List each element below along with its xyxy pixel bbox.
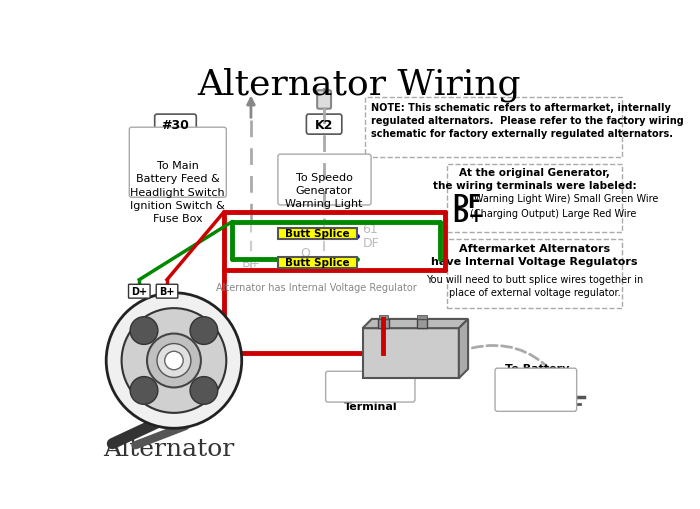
Text: D+: D+ [314,257,334,270]
FancyBboxPatch shape [129,285,150,299]
Bar [151,391,197,415]
Bar [417,316,426,319]
Text: To Main
Battery Feed &
Headlight Switch
Ignition Switch &
Fuse Box: To Main Battery Feed & Headlight Switch … [130,161,225,223]
Circle shape [190,377,218,405]
Circle shape [190,317,218,345]
FancyBboxPatch shape [326,372,415,402]
Circle shape [164,352,183,370]
Text: B+: B+ [241,257,260,270]
FancyBboxPatch shape [363,328,459,379]
Polygon shape [459,319,468,379]
Bar [416,319,427,328]
Circle shape [130,317,158,345]
Circle shape [157,344,191,378]
Bar [378,319,388,328]
Circle shape [122,308,226,413]
Text: At the original Generator,
the wiring terminals were labeled:: At the original Generator, the wiring te… [433,168,636,191]
Text: D+: D+ [452,207,484,226]
FancyBboxPatch shape [130,128,226,198]
Text: Butt Splice: Butt Splice [285,229,350,239]
Text: To Speedo
Generator
Warning Light: To Speedo Generator Warning Light [286,173,363,209]
FancyBboxPatch shape [307,115,342,135]
Text: You will need to butt splice wires together in
place of external voltage regulat: You will need to butt splice wires toget… [426,275,643,298]
Bar [379,316,388,319]
Text: Alternator has Internal Voltage Regulator: Alternator has Internal Voltage Regulato… [216,282,416,292]
FancyBboxPatch shape [317,91,331,109]
Bar [278,229,357,239]
Text: (Warning Light Wire) Small Green Wire: (Warning Light Wire) Small Green Wire [470,194,659,204]
Circle shape [147,334,201,388]
Bar [447,165,622,233]
Bar [278,257,357,269]
Text: DF: DF [452,192,482,211]
Text: #30: #30 [162,119,190,131]
Bar [447,239,622,308]
Text: Alternator Wiring: Alternator Wiring [197,67,521,102]
Text: DF: DF [363,237,379,250]
Polygon shape [363,319,468,328]
FancyBboxPatch shape [155,115,196,135]
Bar [365,98,622,158]
Text: NOTE: This schematic refers to aftermarket, internally
regulated alternators.  P: NOTE: This schematic refers to aftermark… [371,103,684,139]
Text: K2: K2 [315,119,333,131]
Circle shape [130,377,158,405]
Text: Butt Splice: Butt Splice [285,258,350,268]
Text: O: O [300,247,310,260]
Text: 61: 61 [363,222,379,235]
Text: (Charging Output) Large Red Wire: (Charging Output) Large Red Wire [470,209,637,218]
Text: D+: D+ [131,287,148,297]
Text: Aftermarket Alternators
have Internal Voltage Regulators: Aftermarket Alternators have Internal Vo… [431,243,638,266]
FancyBboxPatch shape [495,369,577,411]
Text: B+: B+ [160,287,175,297]
Circle shape [106,293,242,429]
Text: To Battery
Ground
Strap: To Battery Ground Strap [505,363,570,400]
Text: Alternator: Alternator [103,438,234,461]
FancyBboxPatch shape [156,285,178,299]
Text: Positive
Terminal: Positive Terminal [344,388,397,411]
FancyBboxPatch shape [278,155,371,206]
